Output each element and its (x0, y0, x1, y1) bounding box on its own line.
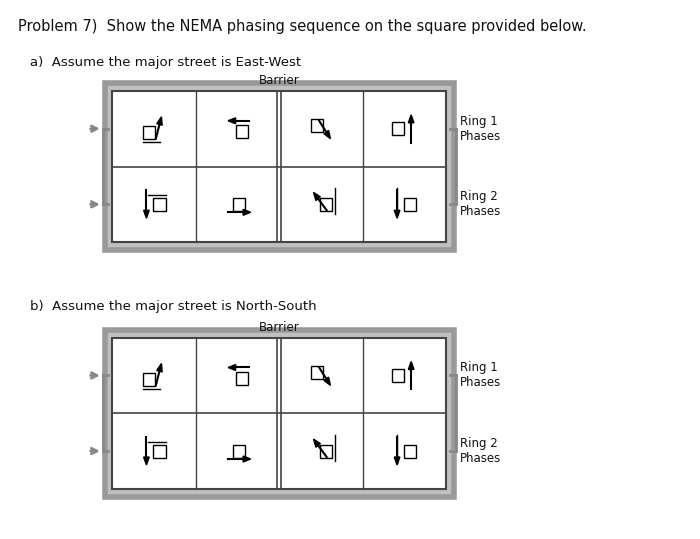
Polygon shape (243, 209, 251, 215)
Text: Problem 7)  Show the NEMA phasing sequence on the square provided below.: Problem 7) Show the NEMA phasing sequenc… (18, 19, 587, 34)
Polygon shape (394, 457, 400, 465)
Bar (105, 83, 454, 250)
Polygon shape (314, 192, 321, 201)
Text: Ring 2
Phases: Ring 2 Phases (459, 190, 500, 218)
Text: a)  Assume the major street is East-West: a) Assume the major street is East-West (29, 56, 301, 69)
Bar (312, 366, 323, 379)
Bar (153, 198, 166, 211)
Text: Barrier: Barrier (259, 74, 300, 87)
Bar (105, 330, 454, 497)
Bar (236, 125, 248, 138)
Polygon shape (314, 439, 321, 447)
Polygon shape (408, 115, 414, 123)
Bar (143, 126, 155, 139)
Polygon shape (228, 118, 236, 124)
Bar (320, 198, 332, 211)
Polygon shape (228, 364, 236, 370)
Text: Ring 1
Phases: Ring 1 Phases (459, 115, 500, 143)
Polygon shape (157, 363, 162, 372)
Polygon shape (394, 210, 400, 218)
Bar (105, 83, 454, 250)
Bar (153, 445, 166, 458)
Bar (112, 337, 447, 489)
Bar (236, 372, 248, 385)
Bar (105, 330, 454, 497)
Text: b)  Assume the major street is North-South: b) Assume the major street is North-Sout… (29, 300, 316, 313)
Text: Ring 1
Phases: Ring 1 Phases (459, 362, 500, 390)
Bar (312, 119, 323, 132)
Text: Barrier: Barrier (259, 321, 300, 334)
Bar (143, 373, 155, 386)
Bar (392, 122, 404, 135)
Bar (392, 369, 404, 382)
Polygon shape (243, 456, 251, 462)
Bar (233, 198, 246, 211)
Polygon shape (324, 130, 330, 139)
Polygon shape (408, 362, 414, 369)
Polygon shape (144, 457, 149, 465)
Polygon shape (324, 377, 330, 385)
Bar (112, 91, 447, 242)
Bar (320, 445, 332, 458)
Polygon shape (144, 210, 149, 218)
Bar (404, 445, 416, 458)
Bar (404, 198, 416, 211)
Bar (233, 445, 246, 458)
Polygon shape (157, 117, 162, 125)
Text: Ring 2
Phases: Ring 2 Phases (459, 437, 500, 465)
